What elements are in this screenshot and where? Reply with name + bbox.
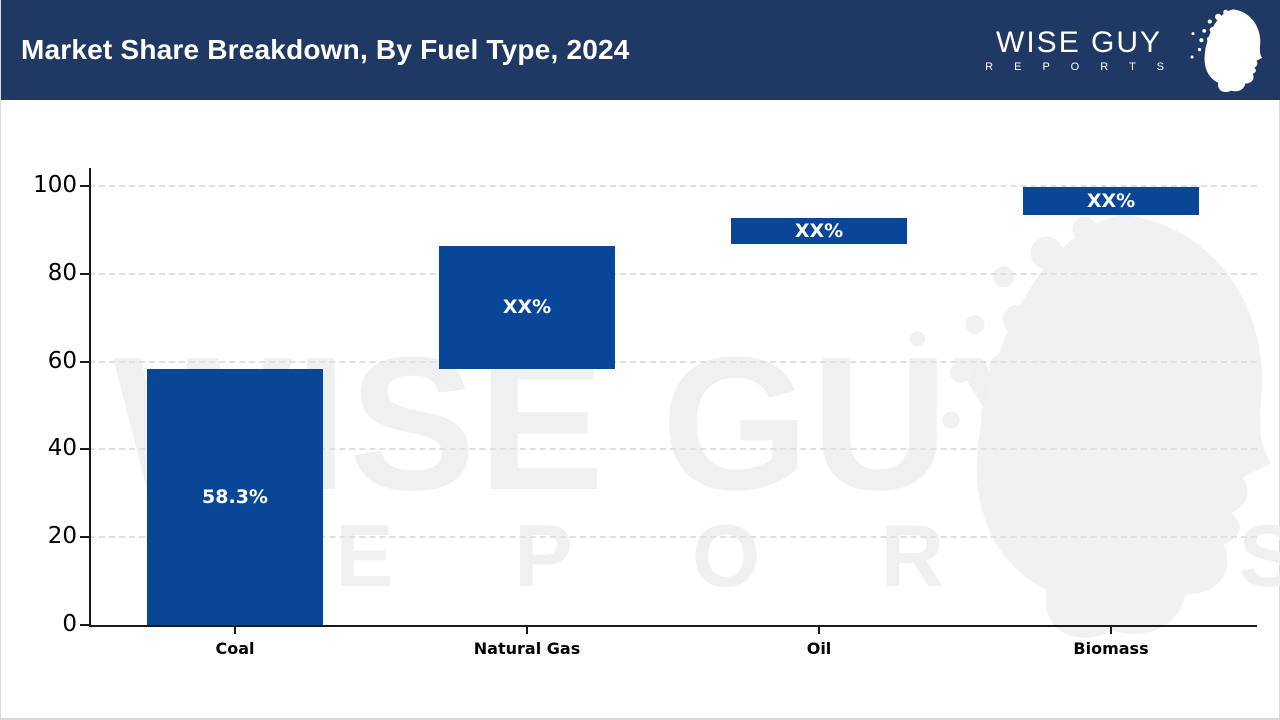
y-tick-20 (80, 536, 89, 539)
gridline-y40 (89, 448, 1257, 451)
y-tick-label-100: 100 (33, 172, 77, 198)
bar-value-label: XX% (502, 296, 552, 319)
header-bar: Market Share Breakdown, By Fuel Type, 20… (1, 0, 1280, 100)
y-axis-line (89, 168, 91, 627)
x-tick-1 (526, 627, 528, 634)
x-tick-3 (1110, 627, 1112, 634)
bar-biomass (1023, 187, 1199, 215)
x-category-label: Oil (806, 639, 832, 658)
logo-head-icon (1190, 9, 1263, 93)
x-category-label: Biomass (1073, 639, 1149, 658)
bar-natural-gas (439, 245, 615, 370)
bar-oil (731, 218, 907, 245)
gridline-y20 (89, 536, 1257, 539)
y-tick-60 (80, 360, 89, 363)
watermark-head-icon (905, 214, 1272, 638)
y-tick-label-20: 20 (47, 523, 77, 550)
y-tick-40 (80, 448, 89, 451)
gridline-y80 (89, 272, 1257, 275)
bar-coal (147, 369, 323, 625)
y-tick-label-0: 0 (62, 611, 77, 637)
x-category-label: Coal (215, 639, 255, 658)
gridline-y60 (89, 360, 1257, 363)
x-tick-2 (818, 627, 820, 634)
y-tick-0 (80, 624, 89, 626)
y-tick-100 (80, 185, 89, 187)
bar-value-label: XX% (1086, 190, 1136, 213)
bar-value-label: 58.3% (202, 486, 268, 509)
page-title: Market Share Breakdown, By Fuel Type, 20… (21, 34, 630, 65)
y-tick-label-40: 40 (47, 435, 77, 462)
x-axis-line (89, 625, 1257, 627)
gridline-y100 (89, 185, 1257, 187)
y-tick-80 (80, 272, 89, 275)
logo-wordmark: WISE GUY (996, 25, 1163, 59)
wise-guy-logo: WISE GUY R E P O R T S (985, 5, 1263, 95)
x-category-label: Natural Gas (473, 639, 581, 658)
y-tick-label-80: 80 (47, 259, 77, 286)
logo-subtitle: R E P O R T S (985, 60, 1173, 73)
chart-plot-area: WISE GUY R E P O R T S 0 20 40 60 80 100 58.3%… (1, 100, 1280, 720)
x-tick-0 (234, 627, 236, 634)
logo-text: WISE GUY R E P O R T S (985, 25, 1173, 73)
bar-value-label: XX% (794, 220, 844, 243)
y-tick-label-60: 60 (47, 347, 77, 374)
